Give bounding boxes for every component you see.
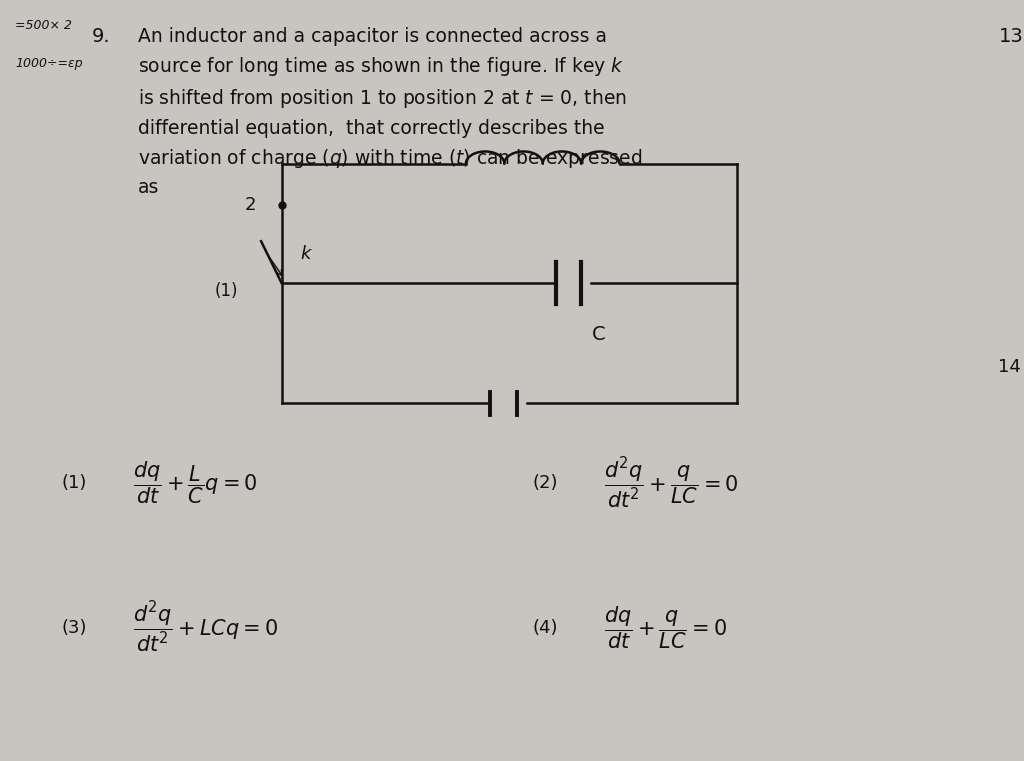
Text: (4): (4): [532, 619, 558, 637]
Text: $\dfrac{dq}{dt}+\dfrac{q}{LC}=0$: $\dfrac{dq}{dt}+\dfrac{q}{LC}=0$: [604, 604, 727, 651]
Text: $\dfrac{d^2q}{dt^2}+\dfrac{q}{LC}=0$: $\dfrac{d^2q}{dt^2}+\dfrac{q}{LC}=0$: [604, 456, 738, 511]
Text: 13: 13: [998, 27, 1023, 46]
Text: =500× 2: =500× 2: [15, 19, 73, 32]
Text: C: C: [592, 325, 606, 344]
Text: $\dfrac{d^2q}{dt^2}+LCq=0$: $\dfrac{d^2q}{dt^2}+LCq=0$: [133, 600, 279, 655]
Text: 14: 14: [998, 358, 1021, 376]
Text: (1): (1): [61, 474, 87, 492]
Text: (2): (2): [532, 474, 558, 492]
Text: (3): (3): [61, 619, 87, 637]
Text: 2: 2: [245, 196, 256, 215]
Text: An inductor and a capacitor is connected across a
source for long time as shown : An inductor and a capacitor is connected…: [138, 27, 642, 197]
Text: $\dfrac{dq}{dt}+\dfrac{L}{C}q=0$: $\dfrac{dq}{dt}+\dfrac{L}{C}q=0$: [133, 460, 258, 507]
Text: (1): (1): [215, 282, 239, 300]
Text: 9.: 9.: [92, 27, 111, 46]
Text: 1000÷=εp: 1000÷=εp: [15, 57, 83, 70]
Text: k: k: [300, 245, 310, 263]
